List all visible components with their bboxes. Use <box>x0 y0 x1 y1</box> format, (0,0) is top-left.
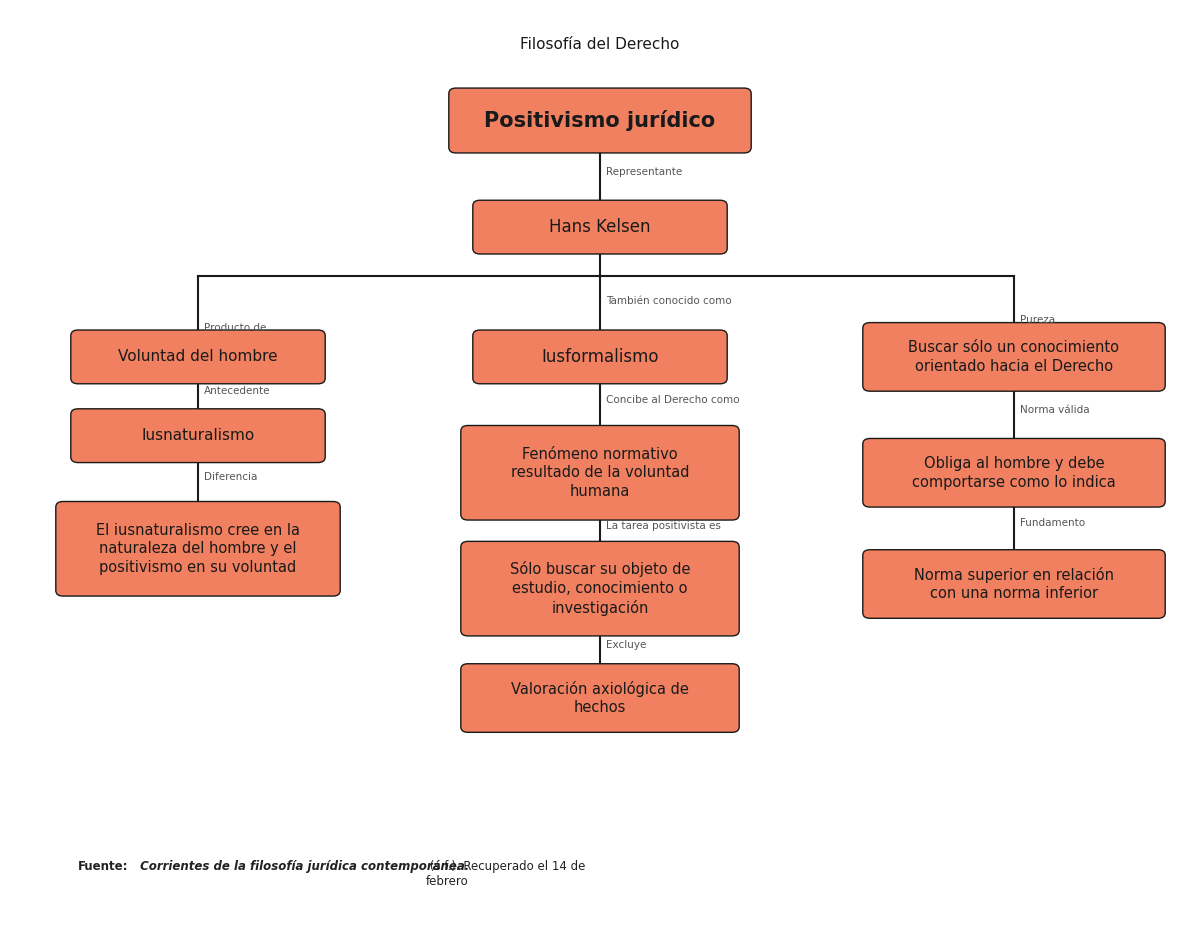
FancyBboxPatch shape <box>56 502 341 596</box>
Text: Positivismo jurídico: Positivismo jurídico <box>485 110 715 131</box>
Text: Diferencia: Diferencia <box>204 472 257 482</box>
Text: Representante: Representante <box>606 167 683 176</box>
FancyBboxPatch shape <box>863 438 1165 507</box>
FancyBboxPatch shape <box>71 409 325 463</box>
Text: También conocido como: También conocido como <box>606 296 732 306</box>
FancyBboxPatch shape <box>863 550 1165 618</box>
Text: Obliga al hombre y debe
comportarse como lo indica: Obliga al hombre y debe comportarse como… <box>912 456 1116 489</box>
Text: La tarea positivista es: La tarea positivista es <box>606 521 721 530</box>
Text: Norma superior en relación
con una norma inferior: Norma superior en relación con una norma… <box>914 566 1114 602</box>
Text: Pureza: Pureza <box>1020 315 1055 325</box>
FancyBboxPatch shape <box>473 330 727 384</box>
Text: Sólo buscar su objeto de
estudio, conocimiento o
investigación: Sólo buscar su objeto de estudio, conoci… <box>510 562 690 616</box>
Text: Fuente:: Fuente: <box>78 860 128 873</box>
FancyBboxPatch shape <box>863 323 1165 391</box>
Text: Hans Kelsen: Hans Kelsen <box>550 218 650 236</box>
Text: Producto de: Producto de <box>204 323 266 333</box>
Text: Filosofía del Derecho: Filosofía del Derecho <box>521 37 679 52</box>
Text: Voluntad del hombre: Voluntad del hombre <box>118 349 278 364</box>
Text: (s.f.). Recuperado el 14 de
febrero: (s.f.). Recuperado el 14 de febrero <box>426 860 586 888</box>
Text: Buscar sólo un conocimiento
orientado hacia el Derecho: Buscar sólo un conocimiento orientado ha… <box>908 340 1120 374</box>
FancyBboxPatch shape <box>461 425 739 520</box>
FancyBboxPatch shape <box>473 200 727 254</box>
Text: Valoración axiológica de
hechos: Valoración axiológica de hechos <box>511 680 689 716</box>
Text: Excluye: Excluye <box>606 640 647 650</box>
Text: Antecedente: Antecedente <box>204 387 270 397</box>
FancyBboxPatch shape <box>461 541 739 636</box>
Text: Corrientes de la filosofía jurídica contemporánea.: Corrientes de la filosofía jurídica cont… <box>136 860 469 873</box>
Text: Iusnaturalismo: Iusnaturalismo <box>142 428 254 443</box>
FancyBboxPatch shape <box>461 664 739 732</box>
Text: Iusformalismo: Iusformalismo <box>541 348 659 366</box>
Text: Fenómeno normativo
resultado de la voluntad
humana: Fenómeno normativo resultado de la volun… <box>511 447 689 499</box>
FancyBboxPatch shape <box>71 330 325 384</box>
Text: Concibe al Derecho como: Concibe al Derecho como <box>606 395 739 405</box>
Text: Norma válida: Norma válida <box>1020 405 1090 415</box>
FancyBboxPatch shape <box>449 88 751 153</box>
Text: El iusnaturalismo cree en la
naturaleza del hombre y el
positivismo en su volunt: El iusnaturalismo cree en la naturaleza … <box>96 523 300 575</box>
Text: Fundamento: Fundamento <box>1020 518 1085 528</box>
